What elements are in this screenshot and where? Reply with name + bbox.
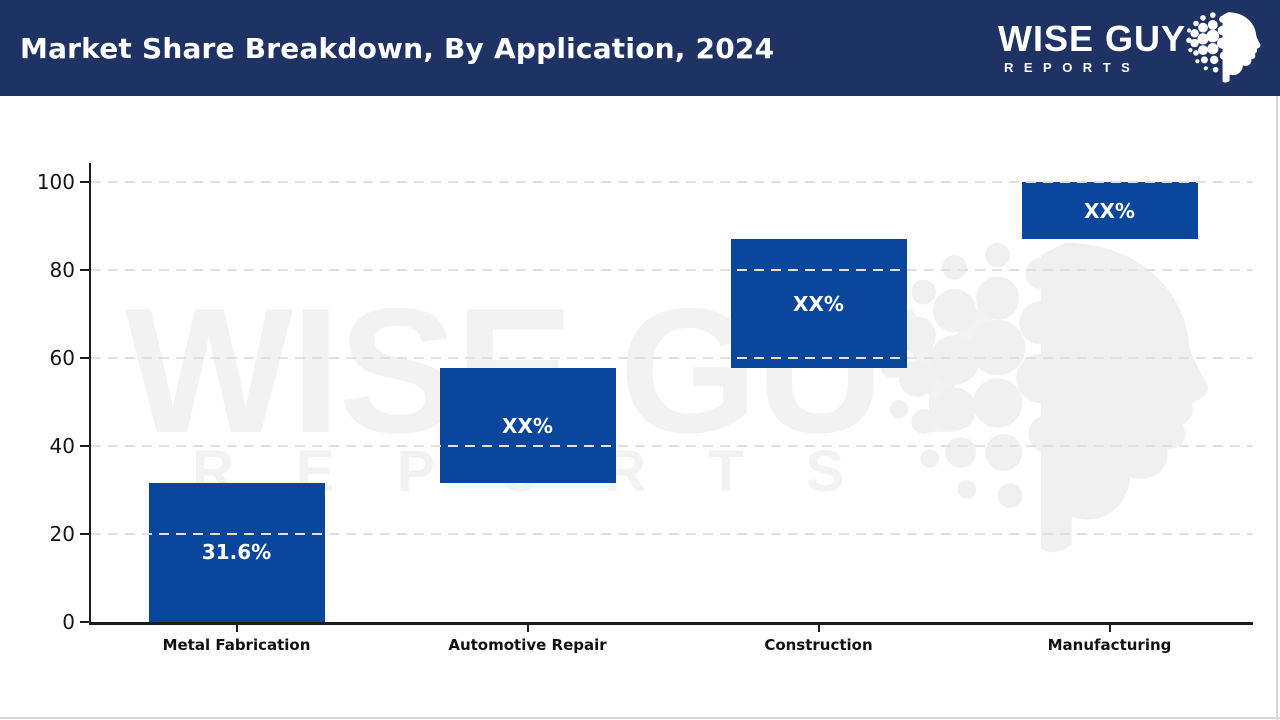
bar-value-label-metal-fabrication: 31.6% <box>201 540 272 565</box>
gridline-80 <box>91 269 1253 271</box>
header-bar: Market Share Breakdown, By Application, … <box>0 0 1280 96</box>
y-tick-mark-60 <box>80 357 91 359</box>
gridline-20 <box>91 533 1253 535</box>
bar-construction: XX% <box>730 239 907 369</box>
y-tick-mark-20 <box>80 533 91 535</box>
logo-wordmark: WISE GUY REPORTS <box>997 18 1186 76</box>
logo-line2: REPORTS <box>1003 60 1141 75</box>
page-right-edge <box>1276 96 1278 720</box>
x-tick-mark-construction <box>817 622 820 632</box>
chart-title: Market Share Breakdown, By Application, … <box>20 31 775 65</box>
bar-manufacturing: XX% <box>1021 182 1198 240</box>
x-category-label-metal-fabrication: Metal Fabrication <box>162 636 311 654</box>
y-tick-label-40: 40 <box>49 434 75 458</box>
wiseguy-logo: WISE GUY REPORTS <box>998 6 1266 90</box>
x-category-label-construction: Construction <box>764 636 873 654</box>
y-tick-mark-80 <box>80 269 91 271</box>
y-tick-label-80: 80 <box>49 258 75 282</box>
bar-value-label-construction: XX% <box>793 291 844 316</box>
bar-value-label-automotive-repair: XX% <box>502 413 553 438</box>
y-tick-mark-0 <box>80 621 91 623</box>
gridline-40 <box>91 445 1253 447</box>
plot-area: 0 20 40 60 80 100 31.6% Metal Fabrication XX% Aut… <box>37 163 1253 654</box>
bar-value-label-manufacturing: XX% <box>1084 198 1135 223</box>
x-category-label-manufacturing: Manufacturing <box>1047 636 1172 654</box>
x-category-label-automotive-repair: Automotive Repair <box>448 636 607 654</box>
logo-face-icon <box>1186 12 1261 83</box>
y-tick-label-0: 0 <box>62 610 75 634</box>
y-tick-label-100: 100 <box>36 170 75 194</box>
gridline-60 <box>91 357 1253 359</box>
gridline-100 <box>91 181 1253 183</box>
y-tick-mark-100 <box>80 181 91 183</box>
bar-automotive-repair: XX% <box>439 368 616 483</box>
bar-metal-fabrication: 31.6% <box>148 482 325 622</box>
y-tick-label-60: 60 <box>49 346 75 370</box>
x-tick-mark-metal-fabrication <box>235 622 238 632</box>
x-tick-mark-automotive-repair <box>526 622 529 632</box>
page-bottom-edge <box>0 717 1280 719</box>
x-tick-mark-manufacturing <box>1108 622 1111 632</box>
y-tick-label-20: 20 <box>49 522 75 546</box>
y-tick-mark-40 <box>80 445 91 447</box>
logo-line1: WISE GUY <box>997 18 1186 59</box>
